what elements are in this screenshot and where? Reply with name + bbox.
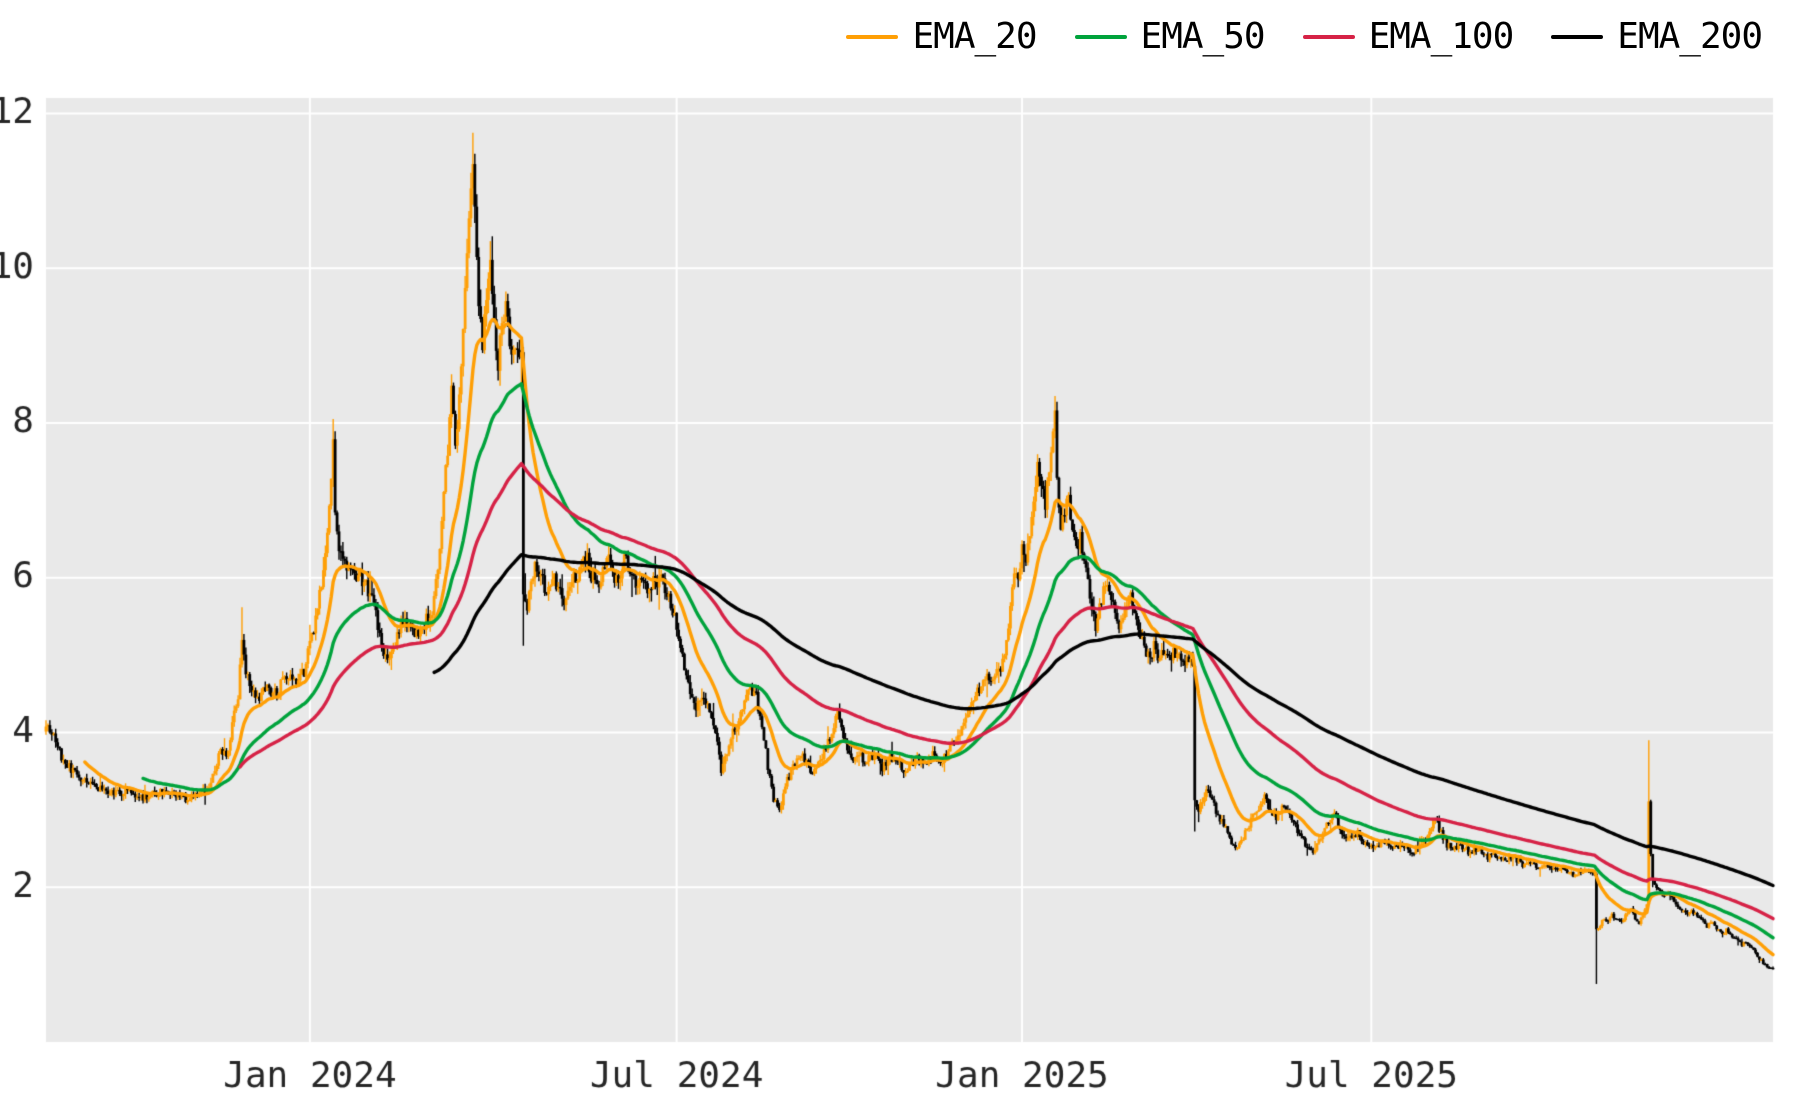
legend-item-ema-50: EMA_50 <box>1074 16 1266 57</box>
legend-line-ema-200-icon <box>1551 34 1604 39</box>
legend-item-ema-100: EMA_100 <box>1302 16 1515 57</box>
legend-line-ema-100-icon <box>1302 34 1355 39</box>
chart-legend: EMA_20 EMA_50 EMA_100 EMA_200 <box>846 16 1763 57</box>
legend-label-ema-20: EMA_20 <box>912 16 1037 57</box>
legend-label-ema-100: EMA_100 <box>1368 16 1515 57</box>
legend-line-ema-50-icon <box>1074 34 1127 39</box>
legend-item-ema-200: EMA_200 <box>1551 16 1763 57</box>
legend-label-ema-200: EMA_200 <box>1617 16 1763 57</box>
legend-label-ema-50: EMA_50 <box>1140 16 1266 57</box>
legend-item-ema-20: EMA_20 <box>846 16 1038 57</box>
legend-line-ema-20-icon <box>846 34 899 39</box>
